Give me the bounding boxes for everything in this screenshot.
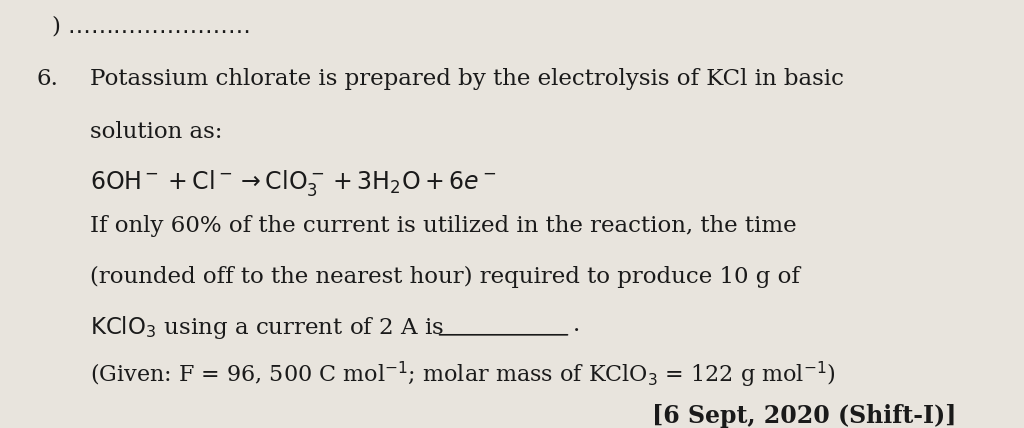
Text: .: . bbox=[573, 315, 581, 336]
Text: [6 Sept, 2020 (Shift-I)]: [6 Sept, 2020 (Shift-I)] bbox=[651, 404, 956, 428]
Text: If only 60% of the current is utilized in the reaction, the time: If only 60% of the current is utilized i… bbox=[90, 215, 797, 237]
Text: (rounded off to the nearest hour) required to produce 10 g of: (rounded off to the nearest hour) requir… bbox=[90, 265, 801, 288]
Text: Potassium chlorate is prepared by the electrolysis of KCl in basic: Potassium chlorate is prepared by the el… bbox=[90, 68, 845, 90]
Text: $\mathrm{KClO_3}$ using a current of 2 A is: $\mathrm{KClO_3}$ using a current of 2 A… bbox=[90, 315, 444, 342]
Text: (Given: F = 96, 500 C mol$^{-1}$; molar mass of KClO$_3$ = 122 g mol$^{-1}$): (Given: F = 96, 500 C mol$^{-1}$; molar … bbox=[90, 360, 837, 389]
Text: $6\mathrm{OH}^- + \mathrm{Cl}^- \rightarrow \mathrm{ClO_3^-} + 3\mathrm{H_2O} + : $6\mathrm{OH}^- + \mathrm{Cl}^- \rightar… bbox=[90, 168, 497, 198]
Text: 6.: 6. bbox=[36, 68, 58, 90]
Text: ) $\ldots\ldots\ldots\ldots\ldots\ldots\ldots\ldots$: ) $\ldots\ldots\ldots\ldots\ldots\ldots\… bbox=[51, 13, 250, 38]
Text: solution as:: solution as: bbox=[90, 121, 223, 143]
